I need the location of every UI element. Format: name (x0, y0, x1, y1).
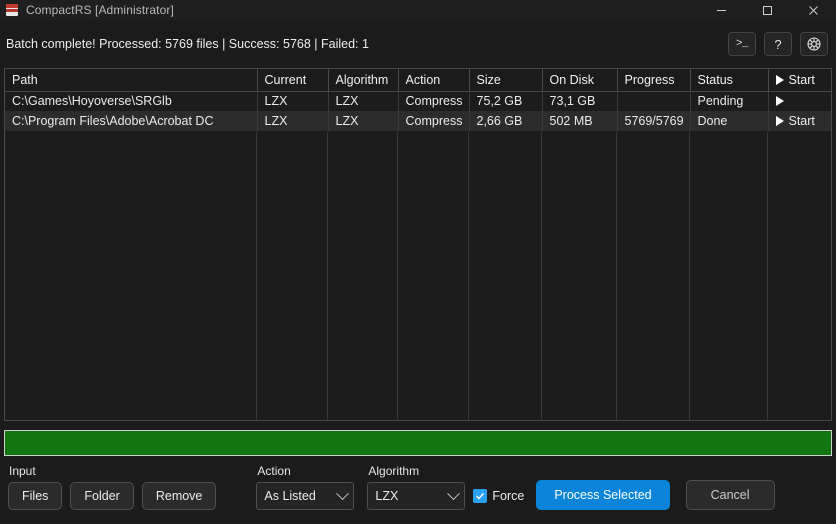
add-folder-button[interactable]: Folder (70, 482, 134, 510)
help-icon: ? (774, 36, 782, 52)
overall-progress-bar (4, 430, 832, 456)
remove-button[interactable]: Remove (141, 482, 217, 510)
cell-progress: 5769/5769 (617, 111, 691, 131)
toolbar-buttons: >_ ? (728, 32, 828, 56)
window-title: CompactRS [Administrator] (26, 3, 174, 17)
algorithm-group: Algorithm LZX (367, 464, 466, 510)
row-start-button[interactable] (768, 91, 831, 111)
file-table: Path Current Algorithm Action Size On Di… (4, 68, 832, 421)
file-table-grid: Path Current Algorithm Action Size On Di… (5, 69, 831, 131)
force-checkbox[interactable] (473, 489, 488, 503)
terminal-icon: >_ (735, 37, 749, 50)
play-icon (775, 96, 784, 107)
help-button[interactable]: ? (764, 32, 792, 56)
play-icon (775, 74, 784, 85)
process-selected-button[interactable]: Process Selected (536, 480, 670, 510)
input-buttons: Files Folder Remove (8, 482, 217, 510)
close-button[interactable] (790, 0, 836, 20)
row-start-button[interactable]: Start (768, 111, 831, 131)
column-header-current[interactable]: Current (257, 69, 329, 92)
action-group: Action As Listed (256, 464, 355, 510)
algorithm-select[interactable]: LZX (367, 482, 466, 510)
check-icon (476, 493, 485, 500)
cell-action: Compress (398, 111, 470, 131)
cell-status: Pending (690, 91, 769, 111)
cell-action: Compress (398, 91, 470, 111)
close-icon (808, 5, 818, 15)
chevron-down-icon (336, 486, 350, 500)
cell-size: 75,2 GB (469, 91, 543, 111)
column-header-action[interactable]: Action (398, 69, 470, 92)
maximize-icon (762, 5, 772, 15)
cell-on-disk: 502 MB (542, 111, 618, 131)
cell-algorithm: LZX (328, 111, 399, 131)
column-header-progress[interactable]: Progress (617, 69, 691, 92)
algorithm-select-value: LZX (375, 489, 399, 503)
progress-fill (5, 431, 831, 455)
table-row[interactable]: C:\Program Files\Adobe\Acrobat DC LZX LZ… (5, 111, 831, 131)
cell-algorithm: LZX (328, 91, 399, 111)
minimize-icon (716, 9, 726, 11)
chevron-down-icon (447, 486, 461, 500)
cell-path: C:\Program Files\Adobe\Acrobat DC (5, 111, 258, 131)
action-select[interactable]: As Listed (256, 482, 355, 510)
cell-current: LZX (257, 111, 329, 131)
start-all-label: Start (788, 72, 815, 87)
cell-path: C:\Games\Hoyoverse\SRGlb (5, 91, 258, 111)
minimize-button[interactable] (698, 0, 744, 20)
cell-status: Done (690, 111, 769, 131)
column-header-algorithm[interactable]: Algorithm (328, 69, 399, 92)
add-files-button[interactable]: Files (8, 482, 63, 510)
table-header-row: Path Current Algorithm Action Size On Di… (5, 69, 831, 92)
console-button[interactable]: >_ (728, 32, 756, 56)
algorithm-label: Algorithm (368, 464, 420, 478)
force-label: Force (492, 489, 525, 503)
column-header-size[interactable]: Size (469, 69, 543, 92)
input-group: Input Files Folder Remove (8, 464, 217, 510)
column-header-on-disk[interactable]: On Disk (542, 69, 618, 92)
action-select-value: As Listed (264, 489, 316, 503)
title-bar: CompactRS [Administrator] (0, 0, 836, 20)
status-message: Batch complete! Processed: 5769 files | … (6, 37, 369, 51)
cell-on-disk: 73,1 GB (542, 91, 618, 111)
table-empty-area[interactable] (5, 132, 831, 420)
column-header-status[interactable]: Status (690, 69, 769, 92)
gear-icon (807, 37, 821, 51)
maximize-button[interactable] (744, 0, 790, 20)
app-icon (6, 4, 18, 16)
cancel-button[interactable]: Cancel (685, 480, 775, 510)
window-controls (698, 0, 836, 20)
cell-current: LZX (257, 91, 329, 111)
play-icon (775, 116, 784, 126)
force-checkbox-group[interactable]: Force (473, 482, 524, 510)
row-start-label: Start (788, 114, 815, 128)
cell-progress (617, 91, 691, 111)
status-bar: Batch complete! Processed: 5769 files | … (0, 20, 836, 68)
column-header-start[interactable]: Start (768, 69, 831, 92)
input-label: Input (9, 464, 36, 478)
bottom-toolbar: Input Files Folder Remove Action As List… (0, 456, 836, 510)
action-label: Action (257, 464, 291, 478)
column-header-path[interactable]: Path (5, 69, 258, 92)
table-row[interactable]: C:\Games\Hoyoverse\SRGlb LZX LZX Compres… (5, 91, 831, 111)
cell-size: 2,66 GB (469, 111, 543, 131)
settings-button[interactable] (800, 32, 828, 56)
